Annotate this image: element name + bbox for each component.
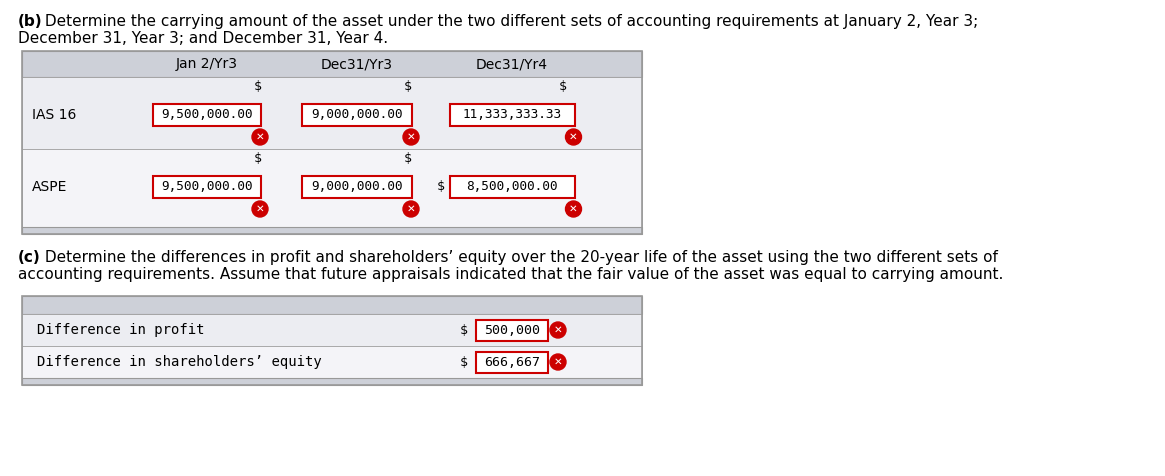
Text: $: $ bbox=[460, 356, 468, 368]
Circle shape bbox=[565, 201, 581, 217]
Bar bbox=[153, 104, 261, 126]
Bar bbox=[22, 227, 642, 234]
Bar bbox=[476, 319, 548, 340]
Text: $: $ bbox=[559, 80, 567, 93]
Bar bbox=[476, 351, 548, 373]
Text: 9,500,000.00: 9,500,000.00 bbox=[161, 180, 253, 194]
Text: ✕: ✕ bbox=[570, 204, 578, 214]
Circle shape bbox=[252, 201, 268, 217]
Bar bbox=[302, 176, 412, 198]
Bar bbox=[22, 51, 642, 77]
Text: accounting requirements. Assume that future appraisals indicated that the fair v: accounting requirements. Assume that fut… bbox=[17, 267, 1003, 282]
Text: Determine the carrying amount of the asset under the two different sets of accou: Determine the carrying amount of the ass… bbox=[40, 14, 979, 29]
Text: ✕: ✕ bbox=[570, 132, 578, 142]
Text: 666,667: 666,667 bbox=[483, 356, 541, 368]
Text: (c): (c) bbox=[17, 250, 41, 265]
Bar bbox=[22, 346, 642, 378]
Circle shape bbox=[403, 129, 419, 145]
Text: 8,500,000.00: 8,500,000.00 bbox=[466, 180, 558, 194]
Bar bbox=[450, 104, 574, 126]
Bar bbox=[450, 176, 574, 198]
Text: ✕: ✕ bbox=[255, 204, 264, 214]
Circle shape bbox=[403, 201, 419, 217]
Circle shape bbox=[252, 129, 268, 145]
Bar bbox=[22, 296, 642, 385]
Bar bbox=[22, 77, 642, 149]
Circle shape bbox=[550, 322, 566, 338]
Text: Jan 2/Yr3: Jan 2/Yr3 bbox=[176, 57, 238, 71]
Circle shape bbox=[565, 129, 581, 145]
Text: ✕: ✕ bbox=[407, 132, 416, 142]
Text: $: $ bbox=[404, 152, 412, 166]
Text: 9,000,000.00: 9,000,000.00 bbox=[311, 109, 403, 121]
Text: Difference in shareholders’ equity: Difference in shareholders’ equity bbox=[37, 355, 322, 369]
Bar bbox=[22, 314, 642, 346]
Text: 9,000,000.00: 9,000,000.00 bbox=[311, 180, 403, 194]
Bar bbox=[302, 104, 412, 126]
Text: IAS 16: IAS 16 bbox=[31, 108, 77, 122]
Bar bbox=[22, 296, 642, 314]
Text: ASPE: ASPE bbox=[31, 180, 68, 194]
Text: Difference in profit: Difference in profit bbox=[37, 323, 205, 337]
Text: 9,500,000.00: 9,500,000.00 bbox=[161, 109, 253, 121]
Bar bbox=[22, 378, 642, 385]
Bar bbox=[22, 149, 642, 227]
Text: $: $ bbox=[254, 80, 262, 93]
Text: Determine the differences in profit and shareholders’ equity over the 20-year li: Determine the differences in profit and … bbox=[40, 250, 998, 265]
Text: ✕: ✕ bbox=[255, 132, 264, 142]
Circle shape bbox=[550, 354, 566, 370]
Bar bbox=[153, 176, 261, 198]
Text: 500,000: 500,000 bbox=[483, 324, 541, 337]
Text: $: $ bbox=[404, 80, 412, 93]
Text: ✕: ✕ bbox=[553, 325, 563, 335]
Text: Dec31/Yr4: Dec31/Yr4 bbox=[476, 57, 548, 71]
Text: $: $ bbox=[437, 180, 445, 194]
Text: 11,333,333.33: 11,333,333.33 bbox=[463, 109, 562, 121]
Text: December 31, Year 3; and December 31, Year 4.: December 31, Year 3; and December 31, Ye… bbox=[17, 31, 388, 46]
Text: (b): (b) bbox=[17, 14, 43, 29]
Text: $: $ bbox=[254, 152, 262, 166]
Text: $: $ bbox=[460, 324, 468, 337]
Text: Dec31/Yr3: Dec31/Yr3 bbox=[322, 57, 393, 71]
Text: ✕: ✕ bbox=[553, 357, 563, 367]
Bar bbox=[22, 51, 642, 234]
Text: ✕: ✕ bbox=[407, 204, 416, 214]
